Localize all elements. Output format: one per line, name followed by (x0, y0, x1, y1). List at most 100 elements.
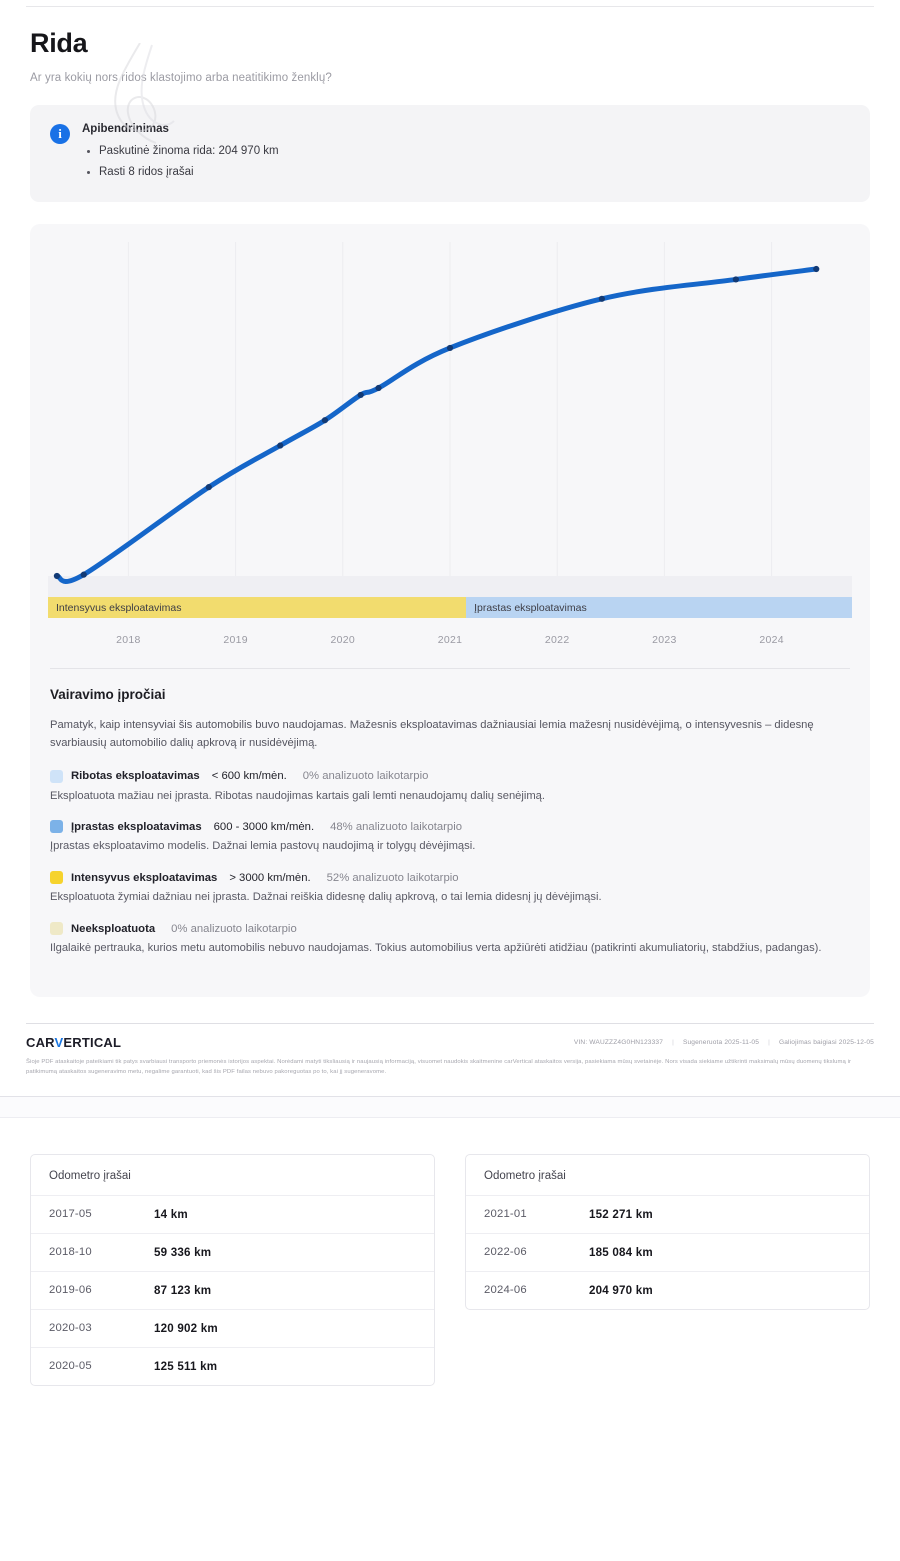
mileage-chart-svg (48, 242, 852, 599)
habit-normal: Įprastas eksploatavimas 600 - 3000 km/mė… (50, 820, 850, 856)
mileage-chart: Intensyvus eksploatavimas Įprastas ekspl… (30, 224, 870, 674)
odometer-records-right: Odometro įrašai 2021-01 152 271 km 2022-06… (465, 1153, 870, 1310)
meta-separator: | (672, 1039, 674, 1047)
habit-description: Eksploatuota mažiau nei įprasta. Ribotas… (50, 789, 546, 802)
mileage-data-point (598, 295, 605, 303)
logo-car: CAR (26, 1035, 55, 1051)
mileage-line (54, 266, 819, 585)
habit-name: Įprastas eksploatavimas (71, 820, 202, 833)
odometer-date: 2024-06 (484, 1283, 527, 1296)
habit-description: Įprastas eksploatavimo modelis. Dažnai l… (50, 840, 476, 853)
odometer-value: 87 123 km (154, 1283, 212, 1297)
table-row: 2024-06 204 970 km (466, 1270, 869, 1309)
swatch-normal-icon (50, 820, 63, 834)
table-row: 2020-05 125 511 km (31, 1346, 434, 1385)
table-row: 2017-05 14 km (31, 1194, 434, 1233)
odometer-value: 120 902 km (154, 1321, 218, 1335)
mileage-data-point (446, 345, 454, 352)
habit-unused: Neeksploatuota 0% analizuoto laikotarpio… (50, 922, 850, 958)
mileage-data-point (80, 571, 87, 578)
odometer-value: 185 084 km (589, 1245, 653, 1259)
habit-range: > 3000 km/mėn. (229, 871, 311, 884)
odometer-date: 2019-06 (49, 1283, 92, 1296)
habit-header: Neeksploatuota 0% analizuoto laikotarpio (50, 922, 850, 936)
mileage-data-point (277, 442, 284, 449)
table-row: 2020-03 120 902 km (31, 1308, 434, 1347)
expiry-date: Galiojimas baigiasi 2025-12-05 (778, 1039, 874, 1047)
odometer-value: 152 271 km (589, 1207, 653, 1221)
habit-percent: 0% analizuoto laikotarpio (171, 922, 297, 935)
x-axis-tick: 2019 (223, 634, 248, 647)
odometer-date: 2021-01 (484, 1207, 527, 1220)
habit-header: Ribotas eksploatavimas < 600 km/mėn. 0% … (50, 769, 850, 783)
habit-range: 600 - 3000 km/mėn. (213, 820, 315, 833)
mileage-data-point (205, 484, 212, 491)
odometer-date: 2022-06 (484, 1245, 527, 1258)
list-item: Rasti 8 ridos įrašai (82, 162, 850, 183)
mileage-data-points (53, 266, 820, 580)
odometer-date: 2020-03 (49, 1321, 92, 1334)
meta-separator: | (768, 1039, 770, 1047)
table-row: 2019-06 87 123 km (31, 1270, 434, 1309)
mileage-data-point (321, 417, 329, 424)
x-axis-tick: 2023 (652, 634, 677, 647)
mileage-data-point (375, 385, 382, 392)
page-title: Rida (30, 28, 88, 58)
chart-gridlines (127, 242, 773, 599)
odometer-date: 2017-05 (49, 1207, 92, 1220)
footer-left: CARVERTICAL (26, 1035, 121, 1050)
top-divider (26, 6, 874, 7)
generated-date: Sugeneruota 2025-11-05 (682, 1039, 760, 1047)
mileage-data-point (357, 392, 364, 399)
logo-v: V (54, 1035, 64, 1051)
mileage-section-header: Rida Ar yra kokių nors ridos klastojimo … (0, 7, 900, 84)
vin-text: VIN: WAUZZZ4G0HN123337 (573, 1039, 664, 1047)
swatch-intense-icon (50, 871, 63, 885)
odometer-date: 2020-05 (49, 1359, 92, 1372)
habit-name: Neeksploatuota (71, 922, 156, 935)
table-row: 2022-06 185 084 km (466, 1232, 869, 1271)
odometer-header: Odometro įrašai (484, 1169, 566, 1182)
habit-limited: Ribotas eksploatavimas < 600 km/mėn. 0% … (50, 769, 850, 806)
info-icon: i (50, 123, 70, 144)
habit-name: Ribotas eksploatavimas (71, 770, 200, 782)
page-subtitle: Ar yra kokių nors ridos klastojimo arba … (30, 71, 332, 84)
footer-disclaimer: Šioje PDF ataskaitoje pateikiami tik pat… (26, 1059, 852, 1076)
mileage-chart-card: Intensyvus eksploatavimas Įprastas ekspl… (30, 224, 870, 675)
odometer-value: 204 970 km (589, 1283, 653, 1297)
mileage-data-point (53, 573, 61, 580)
pdf-footer: CARVERTICAL VIN: WAUZZZ4G0HN123337 | Sug… (26, 1023, 874, 1077)
driving-habits-section: Vairavimo įpročiai Pamatyk, kaip intensy… (30, 664, 870, 998)
mileage-data-point (813, 266, 820, 273)
x-axis-tick: 2022 (544, 634, 570, 647)
habit-percent: 52% analizuoto laikotarpio (326, 871, 459, 884)
logo-ertical: ERTICAL (63, 1035, 122, 1051)
habit-percent: 48% analizuoto laikotarpio (330, 820, 462, 833)
odometer-tables: Odometro įrašai 2017-05 14 km 2018-10 59 33… (0, 1118, 900, 1416)
usage-band-normal: Įprastas eksploatavimas (466, 597, 852, 619)
habits-title: Vairavimo įpročiai (50, 687, 166, 703)
chart-x-axis: 2018 2019 2020 2021 2022 2023 2024 (48, 634, 852, 654)
habit-description: Ilgalaikė pertrauka, kurios metu automob… (50, 942, 822, 955)
x-axis-tick: 2021 (437, 634, 463, 647)
footer-meta: VIN: WAUZZZ4G0HN123337 | Sugeneruota 202… (574, 1039, 874, 1046)
mileage-data-point (732, 276, 739, 283)
summary-title: Apibendrinimas (82, 122, 169, 135)
odometer-value: 125 511 km (154, 1359, 218, 1373)
usage-band-intense: Intensyvus eksploatavimas (48, 597, 467, 619)
carvertical-logo: CARVERTICAL (26, 1035, 121, 1050)
report-page: Rida Ar yra kokių nors ridos klastojimo … (0, 6, 900, 1416)
habit-percent: 0% analizuoto laikotarpio (302, 770, 429, 782)
odometer-value: 59 336 km (154, 1245, 212, 1259)
swatch-limited-icon (50, 769, 63, 783)
page-break-gap (0, 1095, 900, 1118)
odometer-value: 14 km (154, 1207, 188, 1221)
habit-range: < 600 km/mėn. (211, 770, 287, 782)
habit-name: Intensyvus eksploatavimas (71, 871, 218, 884)
habits-divider (50, 668, 850, 670)
x-axis-tick: 2024 (759, 634, 784, 647)
table-row: 2021-01 152 271 km (466, 1194, 869, 1233)
habit-header: Įprastas eksploatavimas 600 - 3000 km/mė… (50, 820, 850, 834)
habit-intense: Intensyvus eksploatavimas > 3000 km/mėn.… (50, 871, 850, 907)
x-axis-tick: 2020 (330, 634, 356, 647)
